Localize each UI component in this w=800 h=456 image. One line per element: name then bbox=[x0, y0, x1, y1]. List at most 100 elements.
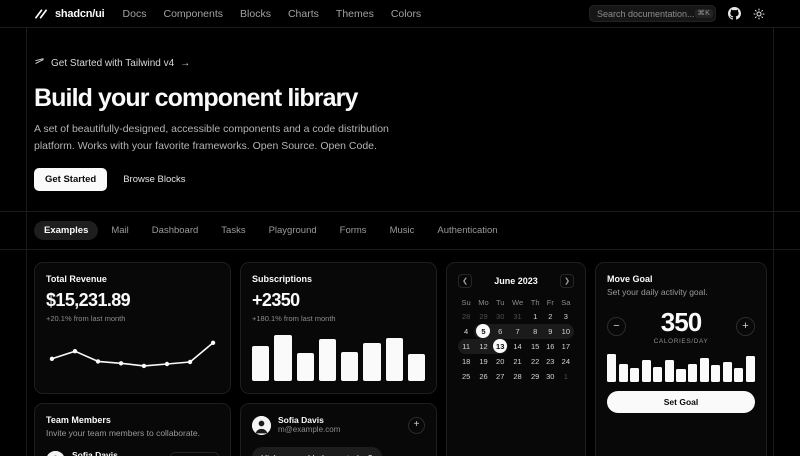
role-select[interactable]: Owner bbox=[170, 451, 219, 456]
calendar-day[interactable]: 30 bbox=[546, 371, 555, 381]
nav-item-docs[interactable]: Docs bbox=[122, 7, 147, 20]
get-started-button[interactable]: Get Started bbox=[34, 167, 108, 191]
tab-playground[interactable]: Playground bbox=[268, 224, 317, 236]
calendar-day-cell[interactable]: 25 bbox=[458, 369, 474, 384]
chevron-left-icon[interactable]: ❮ bbox=[458, 273, 472, 288]
github-icon[interactable] bbox=[727, 7, 741, 21]
calendar-day[interactable]: 29 bbox=[530, 371, 540, 381]
calendar-day[interactable]: 3 bbox=[563, 311, 568, 321]
calendar-day[interactable]: 29 bbox=[479, 311, 488, 321]
calendar-day[interactable]: 6 bbox=[492, 323, 508, 339]
calendar-day-cell[interactable]: 3 bbox=[558, 309, 574, 324]
new-chat-button[interactable]: + bbox=[408, 416, 425, 434]
calendar-day[interactable]: 11 bbox=[458, 338, 475, 354]
calendar-day[interactable]: 27 bbox=[496, 371, 505, 381]
calendar-day-cell[interactable]: 28 bbox=[458, 309, 474, 324]
tab-authentication[interactable]: Authentication bbox=[437, 224, 498, 236]
calendar-day[interactable]: 16 bbox=[546, 341, 555, 351]
set-goal-button[interactable]: Set Goal bbox=[607, 390, 755, 413]
calendar-day[interactable]: 20 bbox=[496, 356, 505, 366]
calendar-day-cell[interactable]: 6 bbox=[492, 323, 508, 339]
calendar-day[interactable]: 18 bbox=[461, 356, 471, 366]
nav-item-themes[interactable]: Themes bbox=[335, 7, 374, 20]
calendar-day-cell[interactable]: 7 bbox=[507, 323, 528, 339]
calendar-day-cell[interactable]: 29 bbox=[474, 309, 492, 324]
calendar-day[interactable]: 12 bbox=[474, 338, 493, 354]
calendar-day-cell[interactable]: 30 bbox=[543, 369, 558, 384]
calendar-day-cell[interactable]: 17 bbox=[558, 339, 574, 354]
calendar-day[interactable]: 15 bbox=[530, 341, 540, 351]
nav-item-components[interactable]: Components bbox=[163, 7, 224, 20]
increment-goal-button[interactable]: + bbox=[735, 317, 755, 337]
tab-examples[interactable]: Examples bbox=[34, 220, 99, 240]
calendar-day-cell[interactable]: 12 bbox=[474, 338, 493, 354]
calendar-day[interactable]: 1 bbox=[563, 371, 568, 381]
nav-item-blocks[interactable]: Blocks bbox=[240, 7, 271, 20]
calendar-day-cell[interactable]: 19 bbox=[474, 354, 492, 369]
calendar-day[interactable]: 22 bbox=[530, 356, 540, 366]
calendar-day-cell[interactable]: 16 bbox=[543, 339, 558, 354]
nav-item-charts[interactable]: Charts bbox=[287, 7, 319, 20]
calendar-day-cell[interactable]: 21 bbox=[508, 354, 528, 369]
calendar-day-cell[interactable]: 23 bbox=[543, 354, 558, 369]
calendar-day-cell[interactable]: 31 bbox=[508, 309, 528, 324]
calendar-day[interactable]: 9 bbox=[542, 323, 558, 339]
calendar-day[interactable]: 21 bbox=[513, 356, 522, 366]
calendar-day-cell[interactable]: 30 bbox=[493, 309, 508, 324]
calendar-day-cell[interactable]: 5 bbox=[474, 323, 493, 339]
double-slash-logo-icon bbox=[34, 8, 49, 20]
calendar-day[interactable]: 7 bbox=[507, 323, 528, 339]
calendar-day-cell[interactable]: 1 bbox=[527, 309, 543, 324]
calendar-day-cell[interactable]: 4 bbox=[458, 324, 474, 339]
calendar-day[interactable]: 10 bbox=[557, 323, 574, 339]
calendar-day[interactable]: 28 bbox=[513, 371, 522, 381]
calendar-day[interactable]: 31 bbox=[513, 311, 522, 321]
calendar-day-cell[interactable]: 11 bbox=[458, 338, 475, 354]
calendar-day[interactable]: 25 bbox=[461, 371, 471, 381]
tab-music[interactable]: Music bbox=[389, 224, 415, 236]
calendar-day[interactable]: 8 bbox=[527, 323, 543, 339]
decrement-goal-button[interactable]: − bbox=[607, 317, 626, 337]
calendar-day[interactable]: 24 bbox=[561, 356, 571, 366]
calendar-grid[interactable]: Su Mo Tu We Th Fr Sa 28 29 30 31 1 2 3 4 5 6 7 8 9 10 11 12 13 1… bbox=[458, 296, 574, 384]
calendar-day-cell[interactable]: 10 bbox=[557, 323, 574, 339]
brand[interactable]: shadcn/ui bbox=[34, 8, 105, 20]
sun-icon[interactable] bbox=[752, 7, 766, 21]
calendar-day-cell[interactable]: 24 bbox=[558, 354, 574, 369]
calendar-day[interactable]: 4 bbox=[464, 326, 469, 336]
browse-blocks-button[interactable]: Browse Blocks bbox=[115, 168, 193, 191]
calendar-day-cell[interactable]: 14 bbox=[508, 339, 528, 354]
chevron-right-icon[interactable]: ❯ bbox=[560, 273, 574, 288]
calendar-day-cell[interactable]: 8 bbox=[527, 323, 543, 339]
calendar-day-cell[interactable]: 18 bbox=[458, 354, 474, 369]
calendar-day[interactable]: 30 bbox=[496, 311, 505, 321]
calendar-day[interactable]: 17 bbox=[561, 341, 571, 351]
tab-dashboard[interactable]: Dashboard bbox=[151, 224, 199, 236]
tab-mail[interactable]: Mail bbox=[111, 224, 129, 236]
calendar-day[interactable]: 14 bbox=[513, 341, 522, 351]
calendar-day[interactable]: 1 bbox=[533, 311, 538, 321]
calendar-day-cell[interactable]: 9 bbox=[542, 323, 558, 339]
nav-item-colors[interactable]: Colors bbox=[390, 7, 422, 20]
calendar-day[interactable]: 13 bbox=[492, 338, 508, 354]
calendar-day-cell[interactable]: 13 bbox=[492, 338, 508, 354]
calendar-day[interactable]: 2 bbox=[548, 311, 553, 321]
calendar-day-cell[interactable]: 15 bbox=[527, 339, 543, 354]
calendar-day-cell[interactable]: 2 bbox=[543, 309, 558, 324]
calendar-day-cell[interactable]: 1 bbox=[558, 369, 574, 384]
calendar-day-cell[interactable]: 29 bbox=[527, 369, 543, 384]
calendar-day[interactable]: 26 bbox=[479, 371, 488, 381]
calendar-day-cell[interactable]: 28 bbox=[508, 369, 528, 384]
calendar-day-cell[interactable]: 22 bbox=[527, 354, 543, 369]
calendar-day[interactable]: 28 bbox=[461, 311, 471, 321]
calendar-day[interactable]: 19 bbox=[479, 356, 488, 366]
calendar-day-cell[interactable]: 20 bbox=[493, 354, 508, 369]
calendar-day-cell[interactable]: 26 bbox=[474, 369, 492, 384]
tab-tasks[interactable]: Tasks bbox=[221, 224, 246, 236]
calendar-day[interactable]: 23 bbox=[546, 356, 555, 366]
search-input[interactable]: Search documentation... ⌘K bbox=[589, 5, 716, 22]
tab-forms[interactable]: Forms bbox=[339, 224, 367, 236]
calendar-day[interactable]: 5 bbox=[474, 323, 493, 339]
announcement-banner[interactable]: Get Started with Tailwind v4 → bbox=[34, 54, 766, 72]
calendar-day-cell[interactable]: 27 bbox=[493, 369, 508, 384]
